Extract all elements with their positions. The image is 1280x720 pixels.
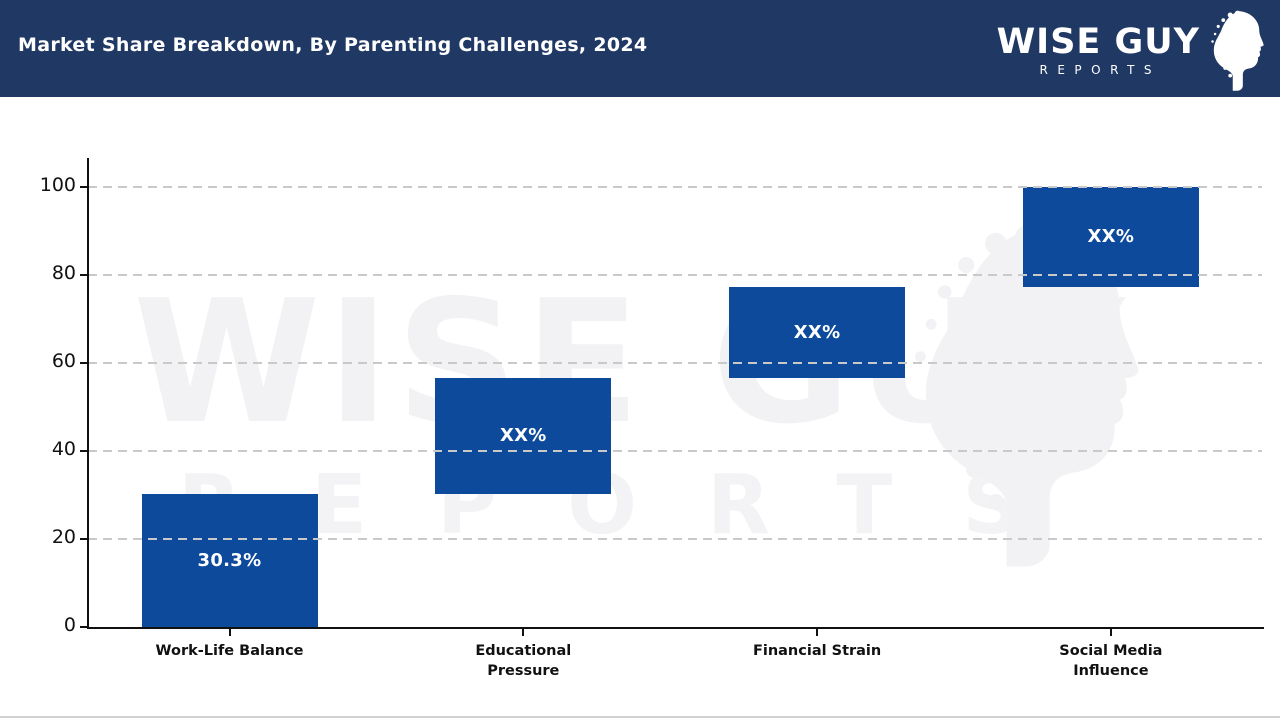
x-tick-educational-pressure	[522, 629, 525, 636]
x-tick-social-media-influence	[1109, 629, 1112, 636]
brand-logo: WISE GUY REPORTS	[997, 4, 1266, 94]
y-tick-20	[80, 538, 88, 540]
y-tick-label-100: 100	[39, 174, 76, 196]
x-tick-financial-strain	[816, 629, 819, 636]
gridline-60	[88, 362, 1262, 364]
y-tick-0	[80, 626, 88, 628]
brand-head-icon	[1202, 10, 1266, 92]
gridline-40	[88, 450, 1262, 452]
gridline-20	[88, 538, 1262, 540]
y-tick-label-60: 60	[51, 350, 76, 372]
bar-value-label-social-media-influence: XX%	[1087, 226, 1135, 248]
header-bar: Market Share Breakdown, By Parenting Cha…	[0, 0, 1280, 97]
x-axis-line	[87, 627, 1264, 629]
bar-value-label-work-life-balance: 30.3%	[197, 549, 262, 571]
y-tick-label-40: 40	[51, 438, 76, 460]
bar-value-label-financial-strain: XX%	[793, 321, 841, 343]
y-tick-label-0: 0	[63, 614, 76, 636]
y-tick-100	[80, 186, 88, 188]
y-tick-label-80: 80	[51, 262, 76, 284]
bottom-border-line	[0, 716, 1280, 718]
y-tick-label-20: 20	[51, 526, 76, 548]
brand-name: WISE GUY	[996, 22, 1200, 62]
bar-value-label-educational-pressure: XX%	[499, 425, 547, 447]
x-label-financial-strain: Financial Strain	[752, 643, 882, 659]
y-axis-line	[87, 158, 89, 629]
bar-financial-strain: XX%	[729, 286, 906, 378]
chart-title: Market Share Breakdown, By Parenting Cha…	[18, 34, 648, 56]
x-label-social-media-influence: Social Media Influence	[1059, 643, 1163, 679]
bar-educational-pressure: XX%	[435, 377, 612, 494]
y-tick-80	[80, 274, 88, 276]
brand-subtitle: REPORTS	[1039, 63, 1162, 77]
gridline-100	[88, 186, 1262, 188]
gridline-80	[88, 274, 1262, 276]
y-tick-40	[80, 450, 88, 452]
x-label-work-life-balance: Work-Life Balance	[155, 643, 304, 659]
bar-social-media-influence: XX%	[1022, 187, 1199, 287]
x-label-educational-pressure: Educational Pressure	[475, 643, 572, 679]
bar-work-life-balance: 30.3%	[141, 493, 318, 627]
y-tick-60	[80, 362, 88, 364]
x-tick-work-life-balance	[228, 629, 231, 636]
brand-logo-text: WISE GUY REPORTS	[997, 22, 1200, 77]
